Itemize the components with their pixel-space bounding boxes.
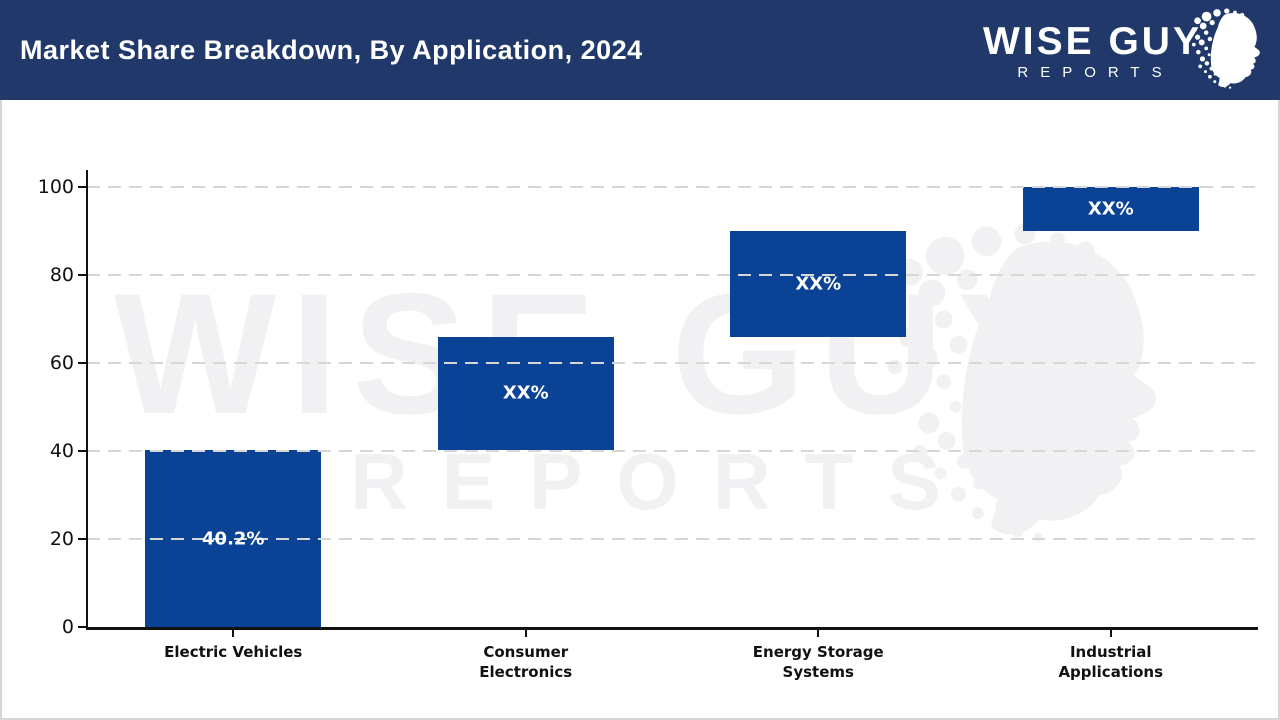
category-label-line: Electric Vehicles [164,643,303,661]
category-label: Energy Storage Systems [723,642,913,682]
category-label-line: Energy Storage [752,643,884,661]
y-tick [78,450,86,452]
category-label-line: Consumer [483,643,569,661]
x-tick [524,629,527,637]
y-tick-label: 40 [49,440,74,462]
x-axis-line [86,627,1258,630]
gridline-100 [87,186,1257,188]
y-axis-line [86,170,88,630]
logo-wordmark: WISE GUY [982,19,1202,63]
y-tick-label: 100 [37,176,74,198]
y-tick [78,626,86,628]
y-tick [78,538,86,540]
x-tick [1109,629,1112,637]
y-tick-label: 20 [49,528,74,550]
category-label-line: Electronics [479,663,573,681]
category-label: Industrial Applications [1016,642,1206,682]
logo-subtitle: REPORTS [1017,63,1174,81]
header-band: Market Share Breakdown, By Application, … [0,0,1280,100]
watermark-head-icon [887,223,1156,542]
logo-text: WISE GUY REPORTS [983,22,1202,81]
y-tick-label: 0 [61,616,74,638]
x-tick [232,629,235,637]
dotted-head-logo-icon [1191,8,1260,89]
bar-1 [437,336,614,451]
gridline-80 [87,274,1257,276]
bar-value-label: XX% [1087,198,1134,220]
gridline-60 [87,362,1257,364]
y-tick [78,362,86,364]
bar-value-label: 40.2% [202,528,265,550]
chart-canvas: WISE GUY REPORTS 40.2% Electric Vehicles X… [0,100,1280,720]
y-tick-label: 60 [49,352,74,374]
bar-value-label: XX% [502,382,549,404]
bar-2 [730,231,907,337]
y-tick [78,274,86,276]
y-tick-label: 80 [49,264,74,286]
bar-value-label: XX% [795,273,842,295]
category-label-line: Systems [782,663,854,681]
chart-title: Market Share Breakdown, By Application, … [20,34,643,65]
category-label-line: Applications [1058,663,1164,681]
category-label: Electric Vehicles [138,642,328,662]
x-tick [817,629,820,637]
wise-guy-logo: WISE GUY REPORTS [983,8,1264,94]
gridline-40 [87,450,1257,452]
watermark-subtitle: REPORTS [350,437,975,526]
y-tick [78,186,86,188]
category-label: Consumer Electronics [431,642,621,682]
gridline-20 [87,538,1257,540]
category-label-line: Industrial [1069,643,1152,661]
